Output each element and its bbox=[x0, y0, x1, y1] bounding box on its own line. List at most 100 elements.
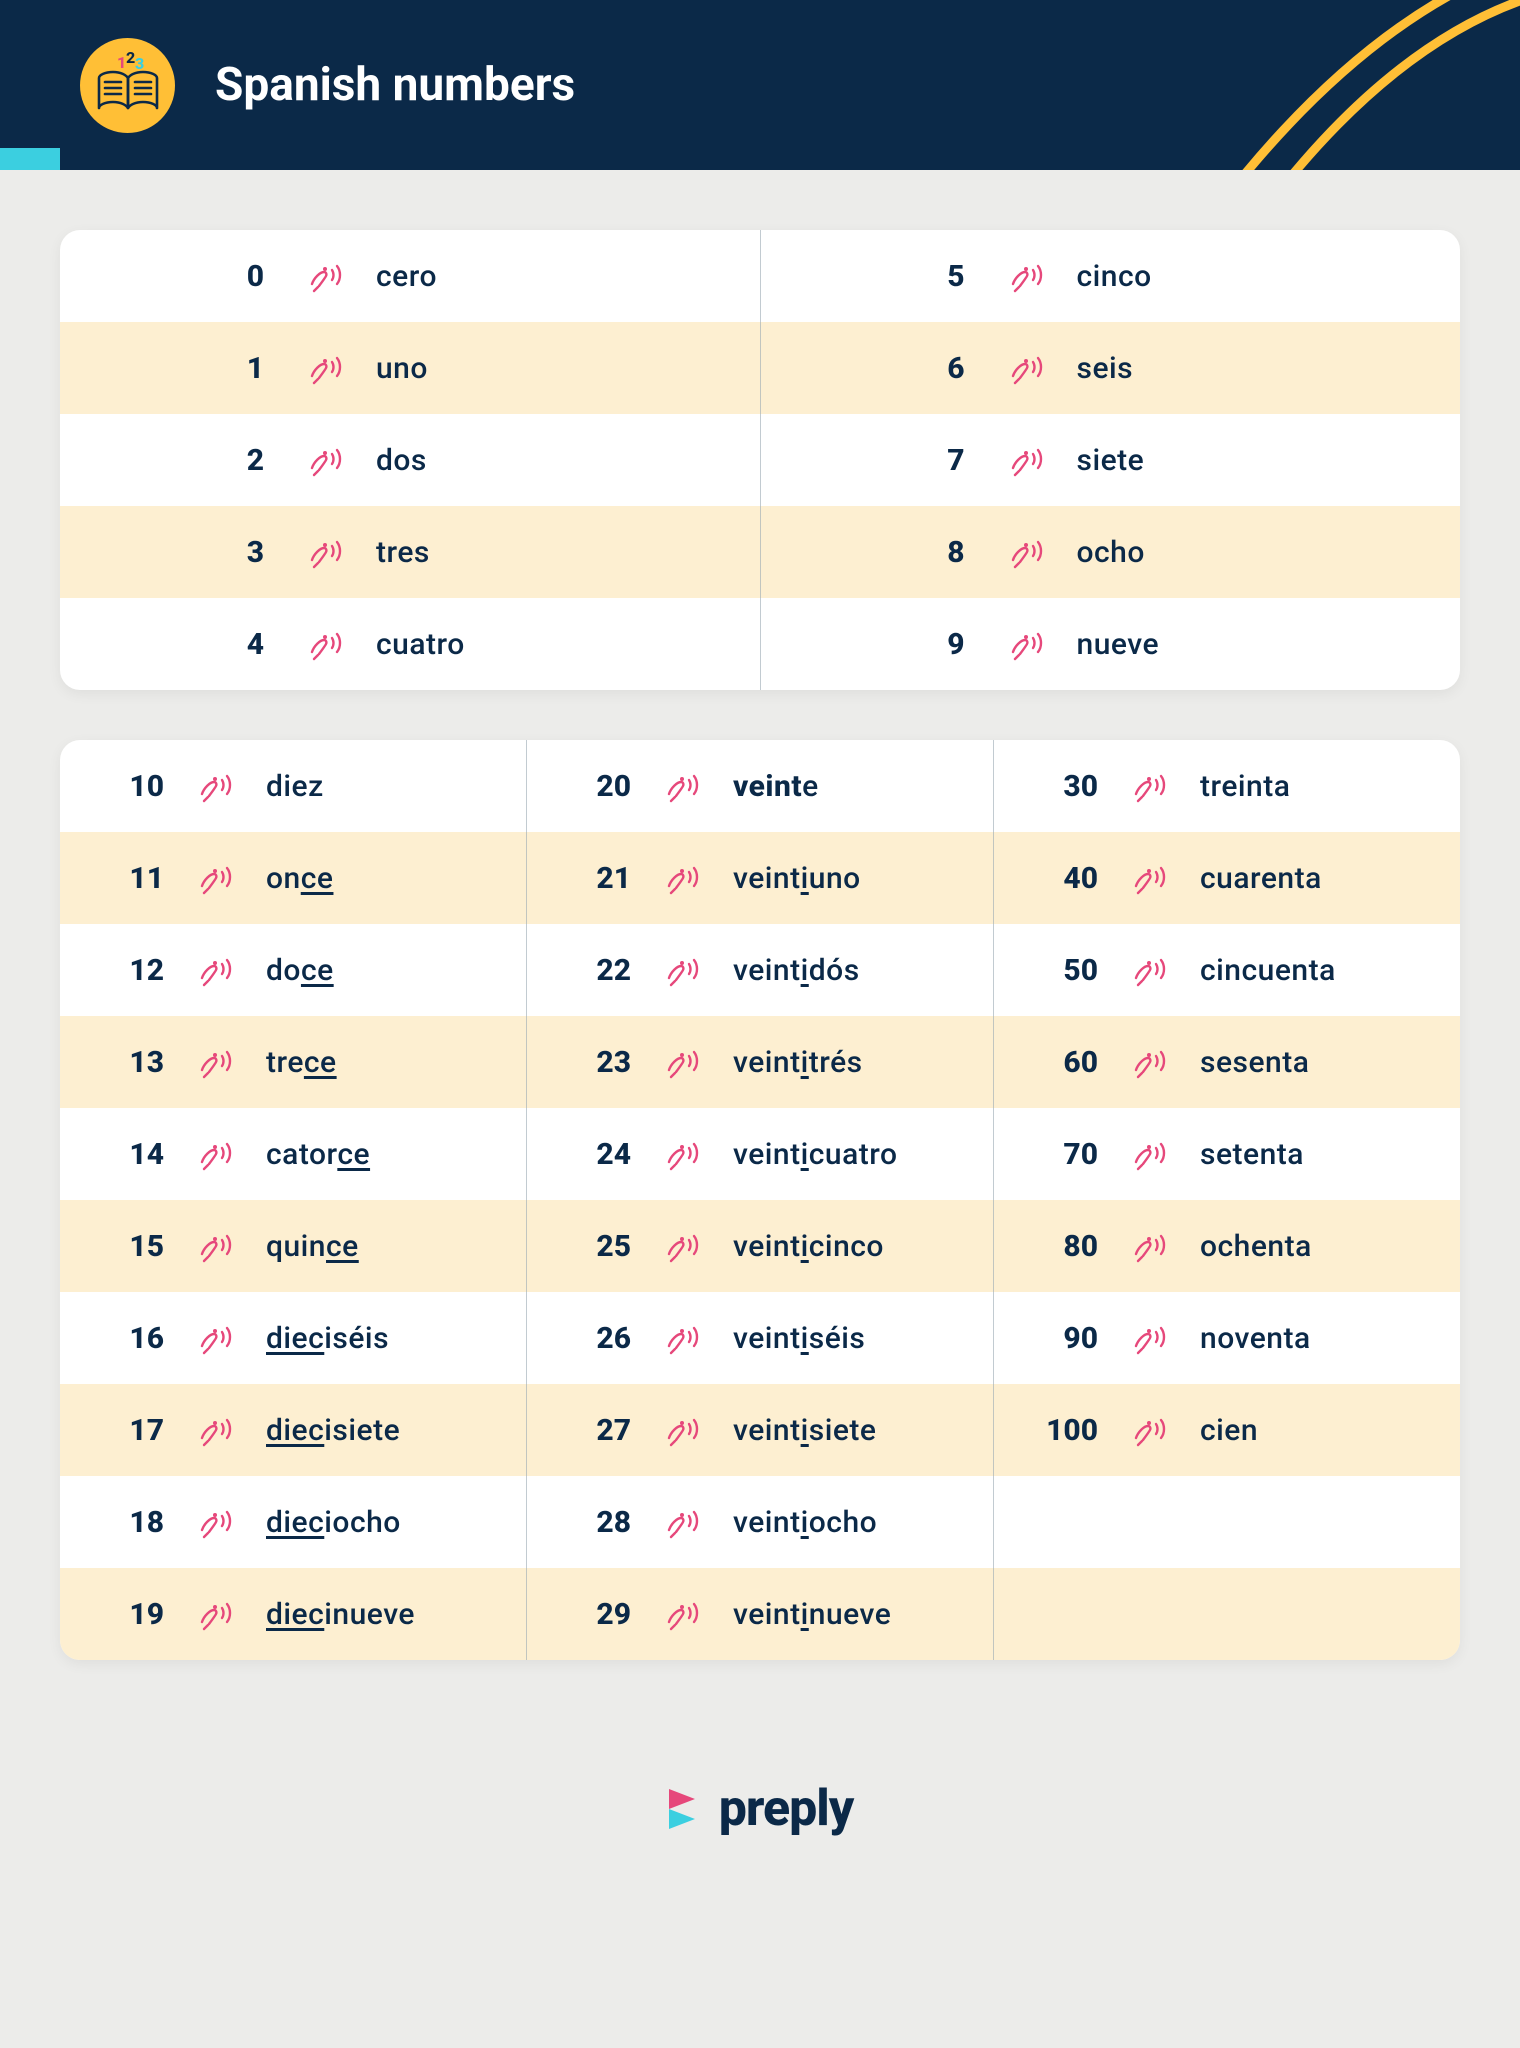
number-cell: 14catorce bbox=[60, 1108, 526, 1200]
audio-icon[interactable] bbox=[661, 948, 705, 992]
number-word: cinco bbox=[1077, 259, 1152, 294]
audio-icon[interactable] bbox=[194, 1408, 238, 1452]
audio-icon[interactable] bbox=[661, 1132, 705, 1176]
number-word: veinte bbox=[733, 769, 819, 804]
number-word: trece bbox=[266, 1045, 337, 1080]
audio-icon[interactable] bbox=[194, 1040, 238, 1084]
audio-icon[interactable] bbox=[194, 1132, 238, 1176]
number-digit: 2 bbox=[94, 443, 264, 478]
audio-icon[interactable] bbox=[194, 1316, 238, 1360]
number-digit: 7 bbox=[795, 443, 965, 478]
audio-icon[interactable] bbox=[661, 856, 705, 900]
column-divider bbox=[993, 740, 994, 832]
audio-icon[interactable] bbox=[1128, 1224, 1172, 1268]
number-word: cuarenta bbox=[1200, 861, 1322, 896]
column-divider bbox=[760, 322, 761, 414]
number-cell: 25veinticinco bbox=[527, 1200, 993, 1292]
number-cell: 19diecinueve bbox=[60, 1568, 526, 1660]
number-digit: 0 bbox=[94, 259, 264, 294]
number-cell: 100cien bbox=[994, 1384, 1460, 1476]
number-word: tres bbox=[376, 535, 430, 570]
number-cell: 7siete bbox=[761, 414, 1461, 506]
number-cell: 30treinta bbox=[994, 740, 1460, 832]
audio-icon[interactable] bbox=[1005, 438, 1049, 482]
number-digit: 90 bbox=[1028, 1321, 1098, 1356]
svg-text:1: 1 bbox=[117, 53, 126, 72]
audio-icon[interactable] bbox=[304, 622, 348, 666]
number-cell: 5cinco bbox=[761, 230, 1461, 322]
content-area: 0cero5cinco1uno6seis2dos7siete3tres8ocho… bbox=[0, 170, 1520, 1750]
table-row: 2dos7siete bbox=[60, 414, 1460, 506]
column-divider bbox=[993, 1384, 994, 1476]
number-cell: 11once bbox=[60, 832, 526, 924]
number-cell: 60 sesenta bbox=[994, 1016, 1460, 1108]
number-digit: 18 bbox=[94, 1505, 164, 1540]
number-word: diez bbox=[266, 769, 324, 804]
audio-icon[interactable] bbox=[194, 1500, 238, 1544]
number-digit: 11 bbox=[94, 861, 164, 896]
number-digit: 26 bbox=[561, 1321, 631, 1356]
audio-icon[interactable] bbox=[661, 764, 705, 808]
audio-icon[interactable] bbox=[661, 1592, 705, 1636]
header-book-icon: 1 2 3 bbox=[80, 38, 175, 133]
number-digit: 100 bbox=[1028, 1413, 1098, 1448]
column-divider bbox=[993, 924, 994, 1016]
svg-text:3: 3 bbox=[135, 54, 144, 73]
audio-icon[interactable] bbox=[1128, 856, 1172, 900]
audio-icon[interactable] bbox=[1005, 346, 1049, 390]
number-digit: 70 bbox=[1028, 1137, 1098, 1172]
number-word: seis bbox=[1077, 351, 1134, 386]
number-word: sesenta bbox=[1200, 1045, 1309, 1080]
number-word: nueve bbox=[1077, 627, 1160, 662]
audio-icon[interactable] bbox=[661, 1224, 705, 1268]
audio-icon[interactable] bbox=[194, 856, 238, 900]
number-cell: 70setenta bbox=[994, 1108, 1460, 1200]
audio-icon[interactable] bbox=[194, 1224, 238, 1268]
audio-icon[interactable] bbox=[1128, 1408, 1172, 1452]
audio-icon[interactable] bbox=[194, 764, 238, 808]
table-row: 15quince25veinticinco80ochenta bbox=[60, 1200, 1460, 1292]
audio-icon[interactable] bbox=[304, 530, 348, 574]
column-divider bbox=[526, 1292, 527, 1384]
numbers-card-0-9: 0cero5cinco1uno6seis2dos7siete3tres8ocho… bbox=[60, 230, 1460, 690]
audio-icon[interactable] bbox=[661, 1316, 705, 1360]
audio-icon[interactable] bbox=[1005, 622, 1049, 666]
column-divider bbox=[526, 1476, 527, 1568]
audio-icon[interactable] bbox=[1005, 530, 1049, 574]
table-row: 18dieciocho28veintiocho bbox=[60, 1476, 1460, 1568]
number-digit: 27 bbox=[561, 1413, 631, 1448]
column-divider bbox=[526, 1384, 527, 1476]
column-divider bbox=[526, 1200, 527, 1292]
audio-icon[interactable] bbox=[194, 1592, 238, 1636]
audio-icon[interactable] bbox=[661, 1500, 705, 1544]
number-digit: 14 bbox=[94, 1137, 164, 1172]
header-accent-swoosh bbox=[1220, 0, 1520, 170]
audio-icon[interactable] bbox=[1128, 1316, 1172, 1360]
audio-icon[interactable] bbox=[661, 1040, 705, 1084]
number-digit: 30 bbox=[1028, 769, 1098, 804]
audio-icon[interactable] bbox=[304, 346, 348, 390]
audio-icon[interactable] bbox=[1128, 1040, 1172, 1084]
audio-icon[interactable] bbox=[194, 948, 238, 992]
number-digit: 40 bbox=[1028, 861, 1098, 896]
audio-icon[interactable] bbox=[304, 438, 348, 482]
audio-icon[interactable] bbox=[1005, 254, 1049, 298]
audio-icon[interactable] bbox=[661, 1408, 705, 1452]
audio-icon[interactable] bbox=[304, 254, 348, 298]
number-digit: 13 bbox=[94, 1045, 164, 1080]
number-cell: 22veintidós bbox=[527, 924, 993, 1016]
audio-icon[interactable] bbox=[1128, 764, 1172, 808]
column-divider bbox=[526, 1568, 527, 1660]
number-cell: 29veintinueve bbox=[527, 1568, 993, 1660]
number-word: cincuenta bbox=[1200, 953, 1336, 988]
audio-icon[interactable] bbox=[1128, 948, 1172, 992]
number-digit: 8 bbox=[795, 535, 965, 570]
number-digit: 60 bbox=[1028, 1045, 1098, 1080]
number-word: veintitrés bbox=[733, 1045, 863, 1080]
number-cell: 9nueve bbox=[761, 598, 1461, 690]
number-digit: 10 bbox=[94, 769, 164, 804]
audio-icon[interactable] bbox=[1128, 1132, 1172, 1176]
number-word: veinticuatro bbox=[733, 1137, 898, 1172]
number-cell: 27veintisiete bbox=[527, 1384, 993, 1476]
number-cell: 16dieciséis bbox=[60, 1292, 526, 1384]
